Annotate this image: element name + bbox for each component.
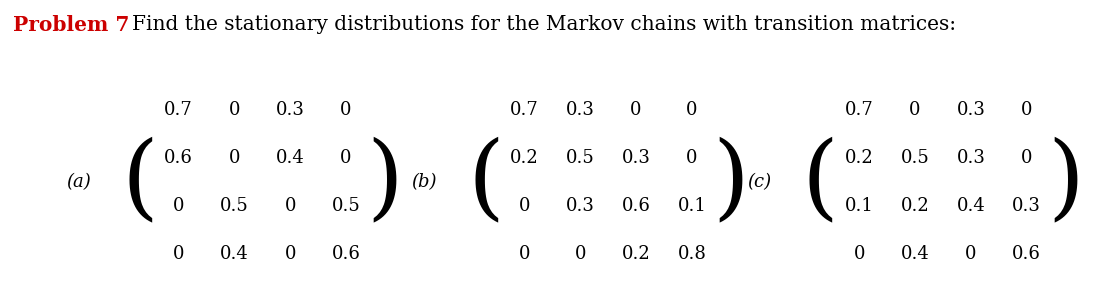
Text: 0: 0: [285, 197, 296, 215]
Text: 0: 0: [519, 245, 530, 263]
Text: 0.1: 0.1: [677, 197, 706, 215]
Text: 0: 0: [173, 197, 184, 215]
Text: 0.6: 0.6: [622, 197, 651, 215]
Text: 0.3: 0.3: [566, 197, 595, 215]
Text: 0: 0: [229, 149, 240, 167]
Text: 0.6: 0.6: [164, 149, 193, 167]
Text: 0.3: 0.3: [276, 101, 305, 119]
Text: ): ): [1047, 137, 1085, 227]
Text: (b): (b): [412, 173, 436, 191]
Text: ): ): [712, 137, 750, 227]
Text: (a): (a): [66, 173, 90, 191]
Text: (: (: [801, 137, 839, 227]
Text: 0.7: 0.7: [164, 101, 193, 119]
Text: 0.3: 0.3: [956, 101, 985, 119]
Text: 0: 0: [686, 149, 698, 167]
Text: 0: 0: [854, 245, 865, 263]
Text: 0.2: 0.2: [510, 149, 539, 167]
Text: 0.4: 0.4: [901, 245, 930, 263]
Text: 0.4: 0.4: [956, 197, 985, 215]
Text: 0: 0: [910, 101, 921, 119]
Text: 0.2: 0.2: [901, 197, 930, 215]
Text: 0.3: 0.3: [1012, 197, 1041, 215]
Text: (: (: [466, 137, 504, 227]
Text: 0.7: 0.7: [510, 101, 539, 119]
Text: 0: 0: [519, 197, 530, 215]
Text: 0.5: 0.5: [220, 197, 249, 215]
Text: 0.7: 0.7: [845, 101, 874, 119]
Text: 0.3: 0.3: [622, 149, 651, 167]
Text: ): ): [366, 137, 404, 227]
Text: 0: 0: [285, 245, 296, 263]
Text: 0.3: 0.3: [566, 101, 595, 119]
Text: 0.6: 0.6: [1012, 245, 1041, 263]
Text: 0.6: 0.6: [331, 245, 360, 263]
Text: 0.5: 0.5: [901, 149, 930, 167]
Text: 0.8: 0.8: [677, 245, 706, 263]
Text: 0.4: 0.4: [276, 149, 305, 167]
Text: 0.4: 0.4: [220, 245, 249, 263]
Text: 0.2: 0.2: [845, 149, 874, 167]
Text: (: (: [121, 137, 158, 227]
Text: 0: 0: [575, 245, 586, 263]
Text: (c): (c): [747, 173, 771, 191]
Text: 0: 0: [340, 149, 352, 167]
Text: Find the stationary distributions for the Markov chains with transition matrices: Find the stationary distributions for th…: [132, 15, 955, 34]
Text: 0: 0: [1021, 101, 1032, 119]
Text: 0.1: 0.1: [845, 197, 874, 215]
Text: 0: 0: [340, 101, 352, 119]
Text: 0: 0: [686, 101, 698, 119]
Text: 0: 0: [1021, 149, 1032, 167]
Text: 0.3: 0.3: [956, 149, 985, 167]
Text: 0: 0: [965, 245, 976, 263]
Text: 0.5: 0.5: [566, 149, 595, 167]
Text: 0: 0: [631, 101, 642, 119]
Text: 0: 0: [173, 245, 184, 263]
Text: 0: 0: [229, 101, 240, 119]
Text: 0.5: 0.5: [331, 197, 360, 215]
Text: Problem 7: Problem 7: [13, 15, 129, 35]
Text: 0.2: 0.2: [622, 245, 651, 263]
